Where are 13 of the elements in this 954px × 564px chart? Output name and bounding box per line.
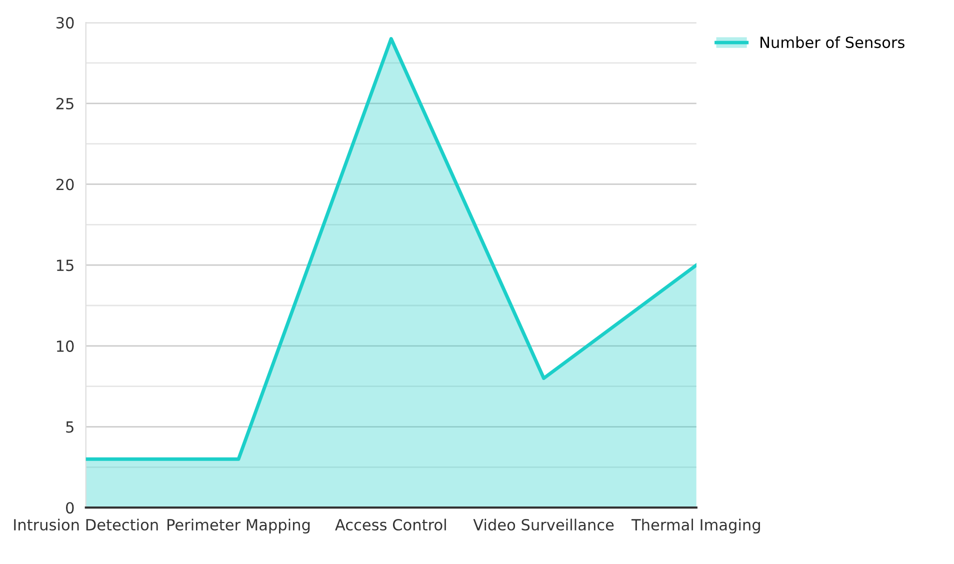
y-tick-label: 10: [56, 340, 74, 352]
y-tick-label: 5: [66, 421, 74, 433]
y-tick-label: 20: [56, 178, 74, 190]
legend-label: Number of Sensors: [760, 36, 904, 48]
x-tick-label: Thermal Imaging: [631, 518, 760, 534]
x-tick-label: Perimeter Mapping: [168, 518, 310, 534]
x-tick-label: Video Surveillance: [473, 518, 614, 531]
y-tick-label: 0: [66, 502, 74, 514]
y-tick-label: 30: [56, 17, 74, 29]
x-tick-label: Intrusion Detection: [14, 518, 158, 531]
y-tick-label: 15: [56, 260, 74, 272]
y-tick-label: 25: [56, 98, 74, 110]
x-tick-label: Access Control: [335, 518, 446, 531]
